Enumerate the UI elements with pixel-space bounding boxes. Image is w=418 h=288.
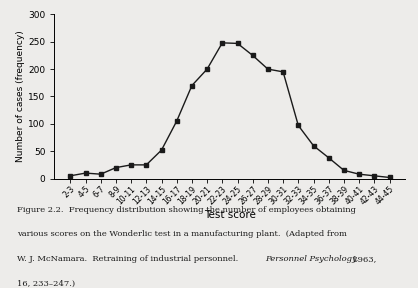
Text: Figure 2.2.  Frequency distribution showing the number of employees obtaining: Figure 2.2. Frequency distribution showi… bbox=[17, 206, 356, 214]
Text: Personnel Psychology,: Personnel Psychology, bbox=[265, 255, 359, 263]
Text: W. J. McNamara.  Retraining of industrial personnel.: W. J. McNamara. Retraining of industrial… bbox=[17, 255, 243, 263]
Text: 1963,: 1963, bbox=[347, 255, 376, 263]
X-axis label: Test score: Test score bbox=[204, 210, 256, 220]
Y-axis label: Number of cases (frequency): Number of cases (frequency) bbox=[16, 31, 25, 162]
Text: various scores on the Wonderlic test in a manufacturing plant.  (Adapted from: various scores on the Wonderlic test in … bbox=[17, 230, 347, 238]
Text: 16, 233–247.): 16, 233–247.) bbox=[17, 279, 75, 287]
